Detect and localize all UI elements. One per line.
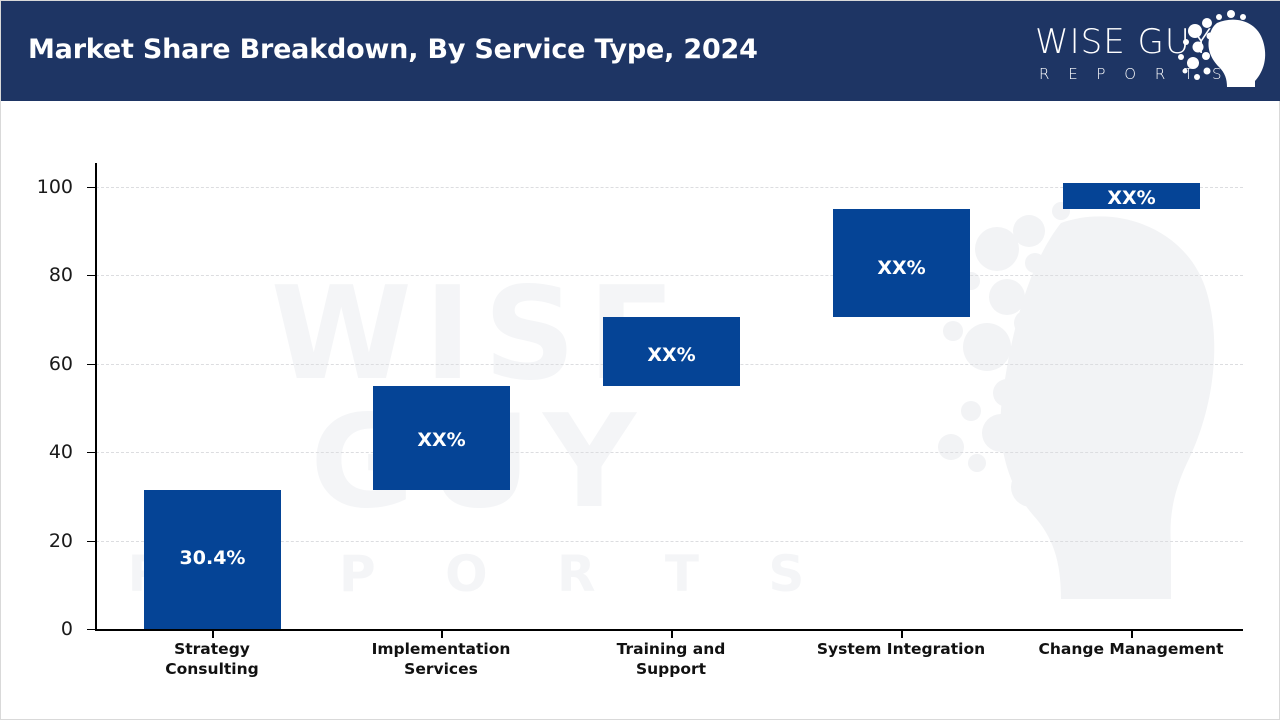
ytick-label-100: 100	[36, 176, 73, 198]
bar-label-training-and-support: XX%	[647, 344, 696, 366]
ytick-label-60: 60	[48, 353, 73, 375]
ytick-mark-0	[87, 629, 96, 630]
gridline-100	[96, 187, 1243, 188]
x-axis-line	[95, 629, 1243, 631]
gridline-40	[96, 452, 1243, 453]
ytick-mark-60	[87, 364, 96, 365]
y-axis-line	[95, 163, 97, 630]
xtick-label-strategy-consulting: Strategy Consulting	[97, 639, 327, 680]
ytick-mark-80	[87, 275, 96, 276]
ytick-label-0: 0	[60, 618, 73, 640]
xtick-label-training-and-support: Training and Support	[556, 639, 786, 680]
ytick-mark-20	[87, 541, 96, 542]
page-title: Market Share Breakdown, By Service Type,…	[28, 34, 758, 65]
xtick-label-change-management: Change Management	[1016, 639, 1246, 659]
ytick-label-20: 20	[48, 530, 73, 552]
bar-system-integration[interactable]: XX%	[833, 209, 970, 317]
ytick-mark-100	[87, 187, 96, 188]
xtick-mark-training-and-support	[671, 630, 673, 638]
bar-change-management[interactable]: XX%	[1063, 183, 1200, 209]
xtick-label-implementation-services: Implementation Services	[326, 639, 556, 680]
header-bar: Market Share Breakdown, By Service Type,…	[1, 1, 1280, 101]
chart-plot-area: WISE GUY R E P O R T S	[1, 101, 1280, 720]
xtick-mark-change-management	[1131, 630, 1133, 638]
bar-label-system-integration: XX%	[877, 257, 926, 279]
wise-guy-reports-logo: WISE GUY R E P O R T S	[1021, 9, 1273, 93]
xtick-label-line1: Training and	[616, 640, 726, 658]
ytick-mark-40	[87, 452, 96, 453]
svg-text:R E P O R T S: R E P O R T S	[1039, 65, 1228, 83]
xtick-label-line1: Strategy	[174, 640, 250, 658]
bar-label-implementation-services: XX%	[417, 429, 466, 451]
xtick-label-line1: Change Management	[1038, 640, 1224, 658]
bar-label-strategy-consulting: 30.4%	[179, 547, 246, 569]
xtick-mark-implementation-services	[441, 630, 443, 638]
xtick-label-line2: Support	[635, 660, 707, 679]
xtick-label-line1: System Integration	[816, 640, 986, 658]
xtick-mark-system-integration	[901, 630, 903, 638]
xtick-label-line2: Consulting	[165, 660, 259, 679]
gridline-20	[96, 541, 1243, 542]
bar-training-and-support[interactable]: XX%	[603, 317, 740, 386]
bar-implementation-services[interactable]: XX%	[373, 386, 510, 490]
gridline-80	[96, 275, 1243, 276]
bar-strategy-consulting[interactable]: 30.4%	[144, 490, 281, 629]
ytick-label-80: 80	[48, 264, 73, 286]
xtick-label-system-integration: System Integration	[786, 639, 1016, 659]
xtick-label-line2: Services	[404, 660, 478, 679]
ytick-label-40: 40	[48, 441, 73, 463]
bar-label-change-management: XX%	[1107, 187, 1156, 209]
xtick-label-line1: Implementation	[371, 640, 511, 658]
xtick-mark-strategy-consulting	[212, 630, 214, 638]
